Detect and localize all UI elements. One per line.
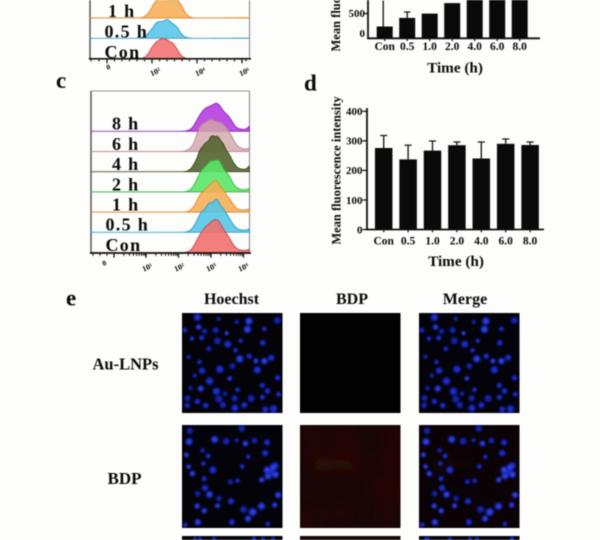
svg-text:Time (h): Time (h)	[427, 60, 483, 77]
svg-text:10⁴: 10⁴	[194, 65, 208, 78]
svg-text:100: 100	[346, 195, 363, 207]
svg-text:1.0: 1.0	[425, 236, 440, 248]
svg-text:0: 0	[101, 258, 108, 268]
svg-text:1.0: 1.0	[423, 41, 438, 53]
svg-text:1 h: 1 h	[108, 1, 135, 21]
svg-text:4.0: 4.0	[468, 41, 483, 53]
svg-text:Mean fluorescence intensity: Mean fluorescence intensity	[329, 0, 343, 52]
svg-text:0.5 h: 0.5 h	[106, 215, 150, 235]
svg-text:4.0: 4.0	[474, 236, 489, 248]
svg-text:6.0: 6.0	[499, 236, 514, 248]
svg-text:0: 0	[105, 62, 112, 72]
svg-text:d: d	[304, 71, 317, 96]
svg-text:6 h: 6 h	[112, 134, 139, 154]
svg-text:c: c	[56, 68, 66, 93]
svg-text:Au-LNPs: Au-LNPs	[92, 355, 159, 374]
svg-text:8.0: 8.0	[523, 236, 538, 248]
svg-text:e: e	[66, 286, 76, 311]
svg-text:4 h: 4 h	[112, 154, 139, 174]
svg-text:300: 300	[346, 136, 363, 148]
svg-text:0: 0	[357, 224, 363, 236]
svg-text:6.0: 6.0	[490, 41, 505, 53]
svg-text:8 h: 8 h	[112, 114, 139, 134]
svg-text:Hoechst: Hoechst	[204, 291, 260, 308]
svg-text:8.0: 8.0	[513, 41, 528, 53]
svg-text:Con: Con	[106, 235, 142, 255]
svg-text:10²: 10²	[149, 65, 163, 78]
svg-text:400: 400	[346, 106, 363, 118]
svg-text:Merge: Merge	[443, 291, 487, 308]
svg-text:Con: Con	[374, 41, 395, 53]
svg-text:10³: 10³	[205, 261, 219, 274]
svg-text:0.5 h: 0.5 h	[105, 21, 149, 41]
svg-text:2 h: 2 h	[112, 174, 139, 194]
svg-text:1 h: 1 h	[112, 195, 139, 215]
svg-text:10¹: 10¹	[141, 261, 155, 274]
svg-text:0.5: 0.5	[401, 236, 416, 248]
svg-text:Con: Con	[373, 236, 394, 248]
svg-text:500: 500	[349, 8, 366, 20]
svg-text:Mean fluorescence intensity: Mean fluorescence intensity	[330, 96, 344, 245]
svg-text:200: 200	[346, 165, 363, 177]
svg-text:10⁶: 10⁶	[238, 65, 252, 78]
svg-text:2.0: 2.0	[445, 41, 460, 53]
svg-text:Time (h): Time (h)	[428, 253, 484, 270]
svg-text:10²: 10²	[173, 261, 187, 274]
svg-text:0: 0	[360, 28, 366, 40]
svg-text:10⁴: 10⁴	[237, 261, 251, 274]
svg-text:BDP: BDP	[336, 291, 368, 308]
svg-text:2.0: 2.0	[450, 236, 465, 248]
svg-text:BDP: BDP	[108, 469, 142, 488]
svg-text:Con: Con	[105, 42, 141, 62]
svg-text:0.5: 0.5	[400, 41, 415, 53]
